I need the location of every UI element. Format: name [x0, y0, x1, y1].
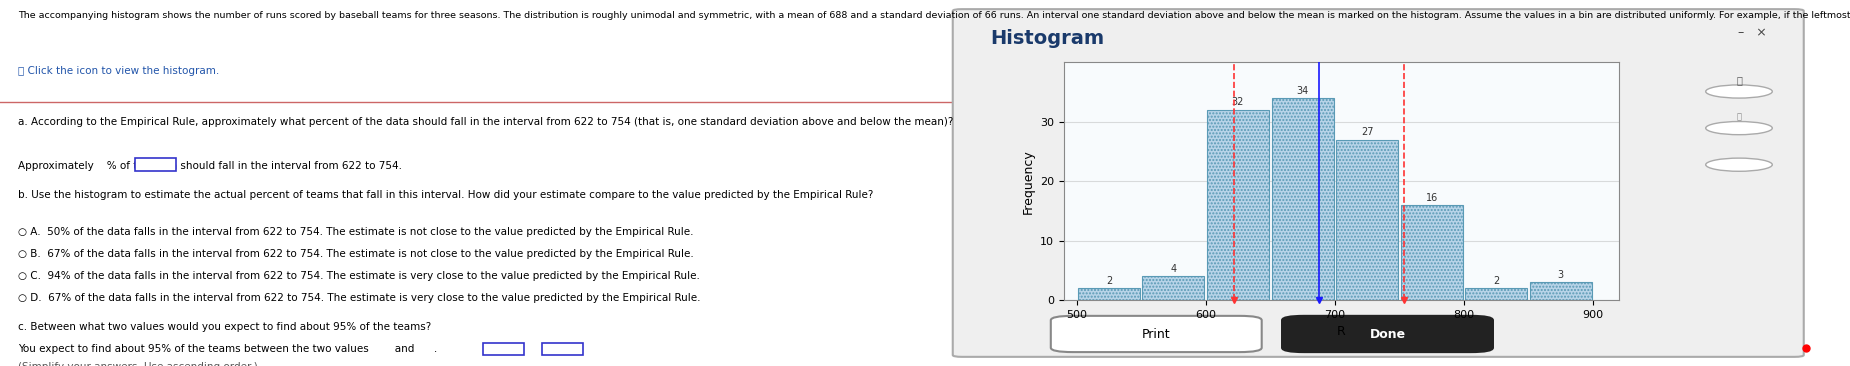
- Text: 🔍: 🔍: [1735, 75, 1743, 86]
- Bar: [1336, 139, 1399, 300]
- Bar: [1206, 110, 1269, 300]
- FancyBboxPatch shape: [483, 343, 524, 355]
- FancyBboxPatch shape: [1282, 316, 1493, 352]
- Bar: [1143, 276, 1204, 300]
- Circle shape: [1706, 158, 1772, 171]
- FancyBboxPatch shape: [953, 9, 1804, 357]
- Text: 2: 2: [1106, 276, 1112, 286]
- Y-axis label: Frequency: Frequency: [1021, 149, 1034, 213]
- Text: ○ C.  94% of the data falls in the interval from 622 to 754. The estimate is ver: ○ C. 94% of the data falls in the interv…: [18, 271, 701, 281]
- Text: –   ×: – ×: [1737, 26, 1767, 39]
- Text: 2: 2: [1493, 276, 1498, 286]
- Text: ○ B.  67% of the data falls in the interval from 622 to 754. The estimate is not: ○ B. 67% of the data falls in the interv…: [18, 249, 694, 259]
- Text: You expect to find about 95% of the teams between the two values        and     : You expect to find about 95% of the team…: [18, 344, 438, 354]
- Text: 4: 4: [1171, 264, 1177, 274]
- Bar: [1079, 288, 1140, 300]
- Circle shape: [1706, 85, 1772, 98]
- Text: b. Use the histogram to estimate the actual percent of teams that fall in this i: b. Use the histogram to estimate the act…: [18, 190, 873, 200]
- Text: Histogram: Histogram: [990, 29, 1104, 48]
- Text: 📈 Click the icon to view the histogram.: 📈 Click the icon to view the histogram.: [18, 66, 220, 76]
- Text: The accompanying histogram shows the number of runs scored by baseball teams for: The accompanying histogram shows the num…: [18, 11, 1850, 20]
- Text: 16: 16: [1426, 193, 1437, 203]
- Text: 3: 3: [1558, 270, 1563, 280]
- FancyBboxPatch shape: [1051, 316, 1262, 352]
- FancyBboxPatch shape: [542, 343, 583, 355]
- Text: ○ D.  67% of the data falls in the interval from 622 to 754. The estimate is ver: ○ D. 67% of the data falls in the interv…: [18, 293, 701, 303]
- FancyBboxPatch shape: [135, 158, 176, 171]
- Text: 32: 32: [1232, 97, 1245, 107]
- Text: ○ A.  50% of the data falls in the interval from 622 to 754. The estimate is not: ○ A. 50% of the data falls in the interv…: [18, 227, 694, 237]
- Text: Approximately    % of the data should fall in the interval from 622 to 754.: Approximately % of the data should fall …: [18, 161, 403, 171]
- Text: (Simplify your answers. Use ascending order.): (Simplify your answers. Use ascending or…: [18, 362, 259, 366]
- Circle shape: [1706, 122, 1772, 135]
- Bar: [1400, 205, 1463, 300]
- Text: 27: 27: [1362, 127, 1373, 137]
- Text: c. Between what two values would you expect to find about 95% of the teams?: c. Between what two values would you exp…: [18, 322, 431, 332]
- Text: 🔍: 🔍: [1737, 113, 1741, 122]
- Text: a. According to the Empirical Rule, approximately what percent of the data shoul: a. According to the Empirical Rule, appr…: [18, 117, 955, 127]
- Text: Print: Print: [1141, 328, 1171, 341]
- Bar: [1465, 288, 1526, 300]
- X-axis label: R: R: [1338, 325, 1345, 339]
- Text: Done: Done: [1369, 328, 1406, 341]
- Text: 34: 34: [1297, 86, 1308, 96]
- Bar: [1271, 98, 1334, 300]
- Bar: [1530, 282, 1591, 300]
